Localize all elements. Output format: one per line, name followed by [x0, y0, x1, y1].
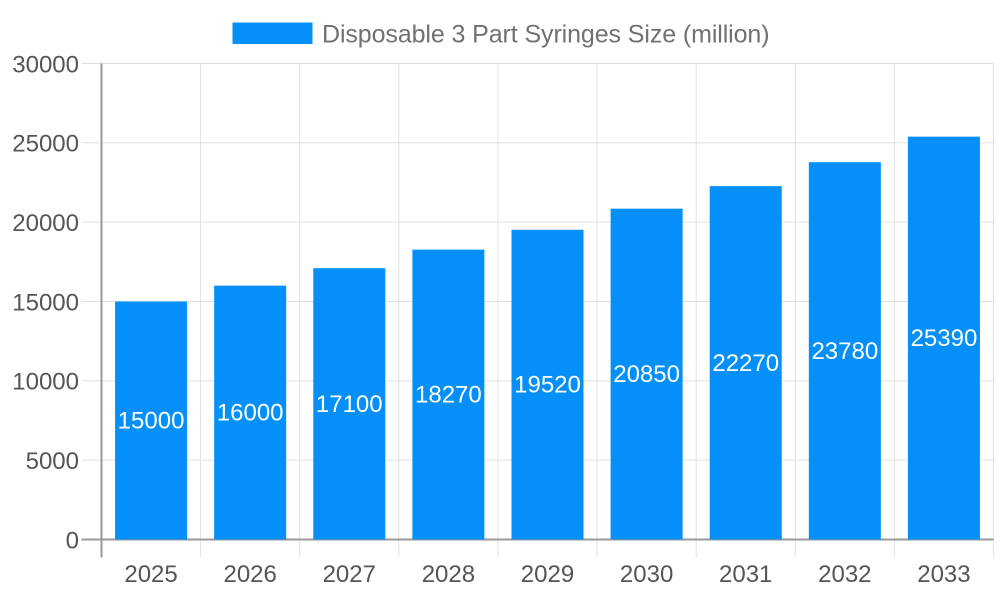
- svg-text:30000: 30000: [12, 51, 79, 78]
- svg-text:5000: 5000: [26, 448, 79, 475]
- svg-text:2028: 2028: [422, 561, 475, 588]
- svg-text:2025: 2025: [124, 561, 177, 588]
- svg-text:15000: 15000: [12, 289, 79, 316]
- svg-text:2026: 2026: [223, 561, 276, 588]
- svg-text:25390: 25390: [911, 325, 978, 352]
- svg-text:2032: 2032: [818, 561, 871, 588]
- svg-text:10000: 10000: [12, 369, 79, 396]
- svg-text:Disposable 3 Part Syringes Siz: Disposable 3 Part Syringes Size (million…: [322, 21, 769, 49]
- svg-text:2029: 2029: [521, 561, 574, 588]
- svg-text:2033: 2033: [917, 561, 970, 588]
- svg-text:20850: 20850: [613, 361, 680, 388]
- svg-text:25000: 25000: [12, 131, 79, 158]
- svg-text:16000: 16000: [217, 400, 284, 427]
- svg-text:20000: 20000: [12, 210, 79, 237]
- svg-text:2027: 2027: [323, 561, 376, 588]
- svg-text:0: 0: [66, 527, 79, 554]
- svg-text:17100: 17100: [316, 391, 383, 418]
- svg-text:19520: 19520: [514, 372, 581, 399]
- svg-text:2031: 2031: [719, 561, 772, 588]
- svg-text:2030: 2030: [620, 561, 673, 588]
- svg-text:23780: 23780: [811, 338, 878, 365]
- svg-text:18270: 18270: [415, 382, 482, 409]
- svg-text:22270: 22270: [712, 350, 779, 377]
- svg-text:15000: 15000: [118, 408, 185, 435]
